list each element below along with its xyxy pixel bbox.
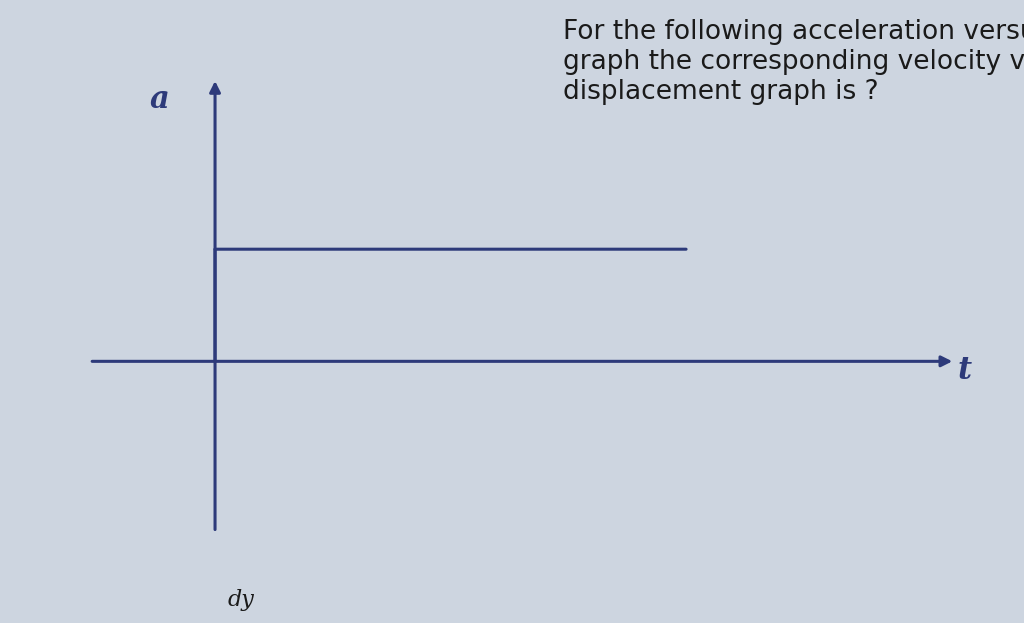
Text: For the following acceleration versus time
graph the corresponding velocity vers: For the following acceleration versus ti… bbox=[563, 19, 1024, 105]
Text: dy: dy bbox=[227, 589, 254, 611]
Text: t: t bbox=[957, 355, 972, 386]
Text: a: a bbox=[150, 84, 169, 115]
